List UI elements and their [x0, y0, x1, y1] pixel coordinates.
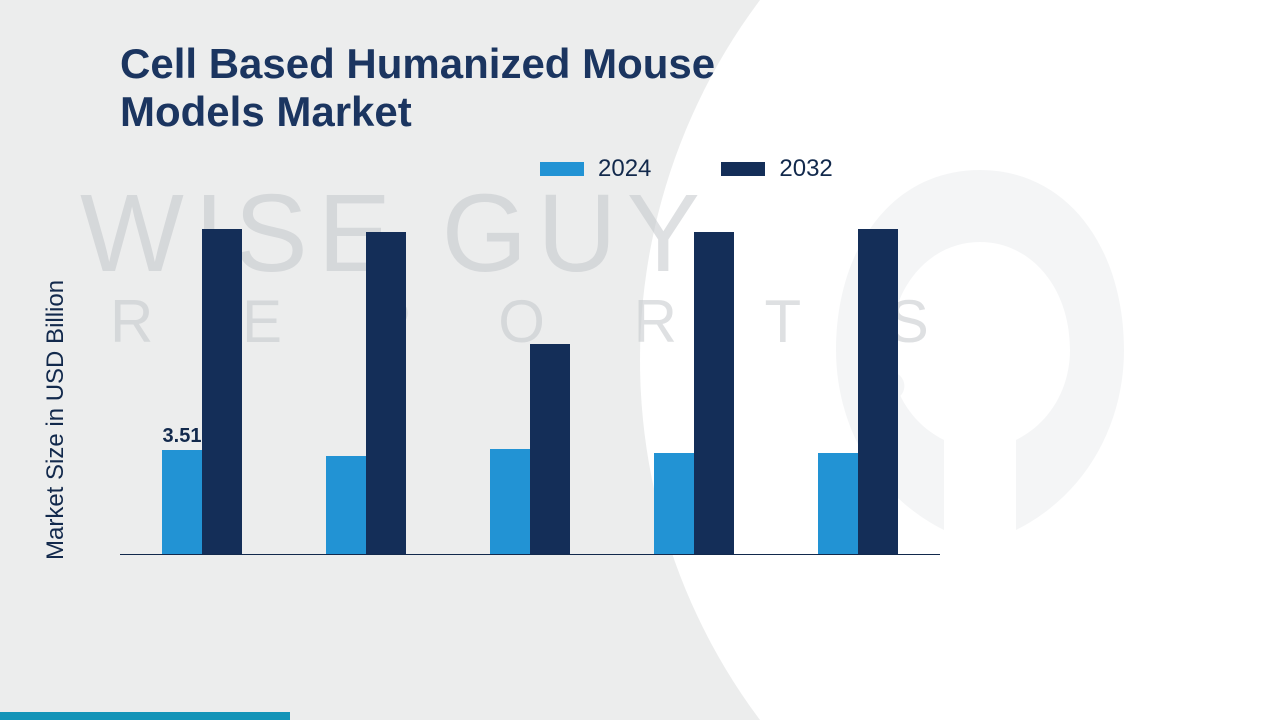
legend-item-2032: 2032	[721, 155, 832, 183]
legend-label-2024: 2024	[598, 155, 651, 183]
y-axis-label: Market Size in USD Billion	[42, 280, 70, 560]
page: WISE GUY R E P O R T S Cell Based Humani…	[0, 0, 1280, 720]
bar-2032	[202, 229, 242, 554]
bar-2024	[326, 456, 366, 554]
bar-value-label: 3.51	[163, 425, 202, 448]
chart-title: Cell Based Humanized Mouse Models Market	[120, 40, 820, 137]
bar-2024	[490, 449, 530, 554]
bar-2032	[858, 229, 898, 554]
logo-main-text: WISE GUY	[990, 28, 1250, 71]
bar-2032	[366, 232, 406, 554]
legend-label-2032: 2032	[779, 155, 832, 183]
bar-2024	[654, 453, 694, 554]
bar-2032	[530, 344, 570, 554]
bar-2024	[818, 453, 858, 554]
bar-2032	[694, 232, 734, 554]
bar-2024	[162, 450, 202, 554]
legend-item-2024: 2024	[540, 155, 651, 183]
footer-accent-bar	[0, 712, 290, 720]
logo-sub-text: R E P O R T S	[990, 67, 1250, 84]
legend-swatch-2032	[721, 162, 765, 176]
legend: 2024 2032	[540, 155, 833, 183]
brand-logo: WISE GUY R E P O R T S	[990, 28, 1250, 84]
legend-swatch-2024	[540, 162, 584, 176]
chart-plot-area: 3.51NORTH AMERICAEUROPESOUTH AMERICAASIA…	[120, 200, 940, 555]
